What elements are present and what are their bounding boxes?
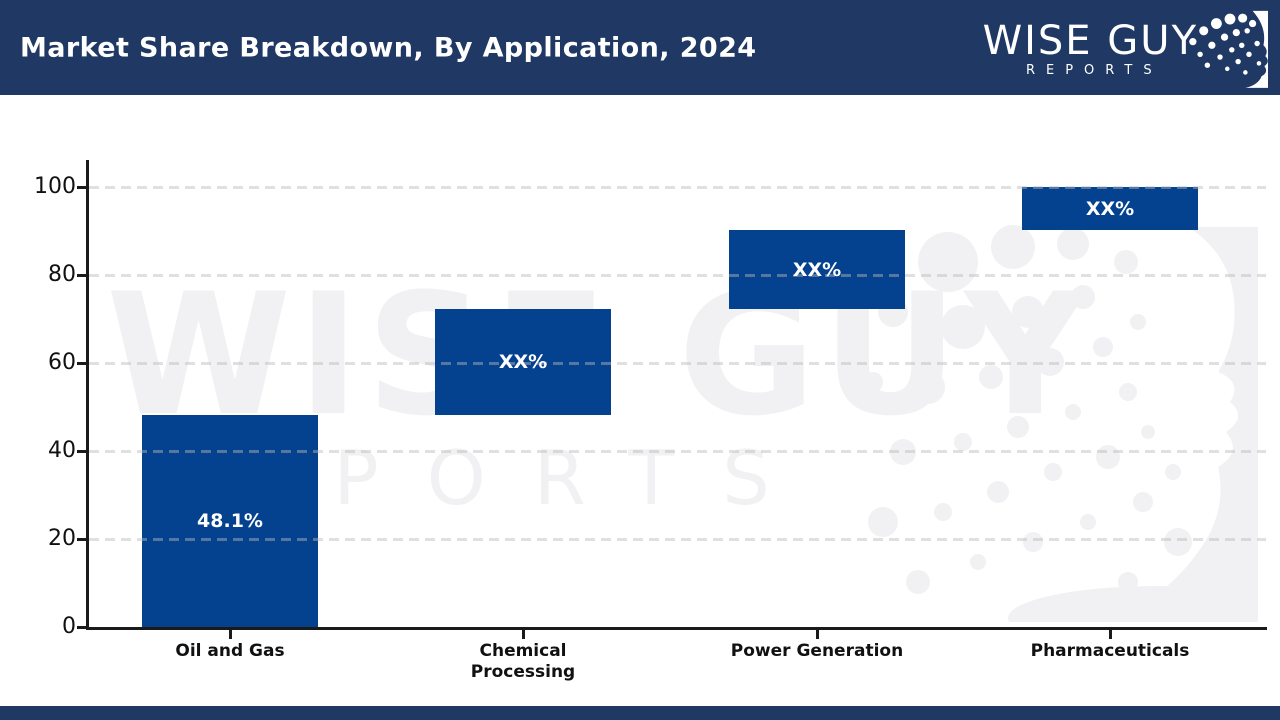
gridline-20 [89,538,1266,541]
y-tick-label-100: 100 [34,174,76,199]
x-tick-mark-oil-and-gas [229,630,232,639]
y-tick-label-80: 80 [48,262,76,287]
gridline-100 [89,186,1266,189]
bar-power-generation [729,230,905,309]
brand-logo: WISE GUY REPORTS [983,4,1268,92]
x-category-label-chemical-processing: Chemical Processing [470,641,576,682]
gridline-40 [89,450,1266,453]
y-tick-label-0: 0 [62,614,76,639]
x-category-label-power-generation: Power Generation [730,641,904,661]
y-tick-mark-80 [77,274,86,277]
bar-oil-and-gas [142,415,318,627]
x-category-label-pharmaceuticals: Pharmaceuticals [1030,641,1190,661]
gridline-80 [89,274,1266,277]
x-category-label-oil-and-gas: Oil and Gas [175,641,285,661]
x-tick-mark-power-generation [816,630,819,639]
y-tick-label-60: 60 [48,350,76,375]
gridline-60 [89,362,1266,365]
footer-banner [0,706,1280,720]
y-tick-mark-60 [77,362,86,365]
watermark-head-profile-icon [863,225,1258,622]
y-tick-label-40: 40 [48,438,76,463]
bar-value-label-chemical-processing: XX% [498,351,548,373]
x-tick-mark-pharmaceuticals [1109,630,1112,639]
x-tick-mark-chemical-processing [522,630,525,639]
brand-name: WISE GUY [982,17,1198,64]
x-axis-line [86,627,1267,630]
y-tick-mark-20 [77,538,86,541]
brand-subname: REPORTS [1025,62,1163,78]
logo-head-profile-icon [1189,10,1268,88]
y-axis-line [86,160,89,630]
y-tick-label-20: 20 [48,526,76,551]
bar-pharmaceuticals [1022,187,1198,230]
y-tick-mark-40 [77,450,86,453]
brand-logo-text: WISE GUY REPORTS [983,19,1198,78]
bar-value-label-oil-and-gas: 48.1% [197,510,263,532]
bar-value-label-power-generation: XX% [792,259,842,281]
y-tick-mark-0 [77,626,86,629]
y-tick-mark-100 [77,186,86,189]
bar-value-label-pharmaceuticals: XX% [1085,198,1135,220]
header-banner: Market Share Breakdown, By Application, … [0,0,1280,95]
page-title: Market Share Breakdown, By Application, … [20,32,757,63]
bar-chemical-processing [435,309,611,415]
